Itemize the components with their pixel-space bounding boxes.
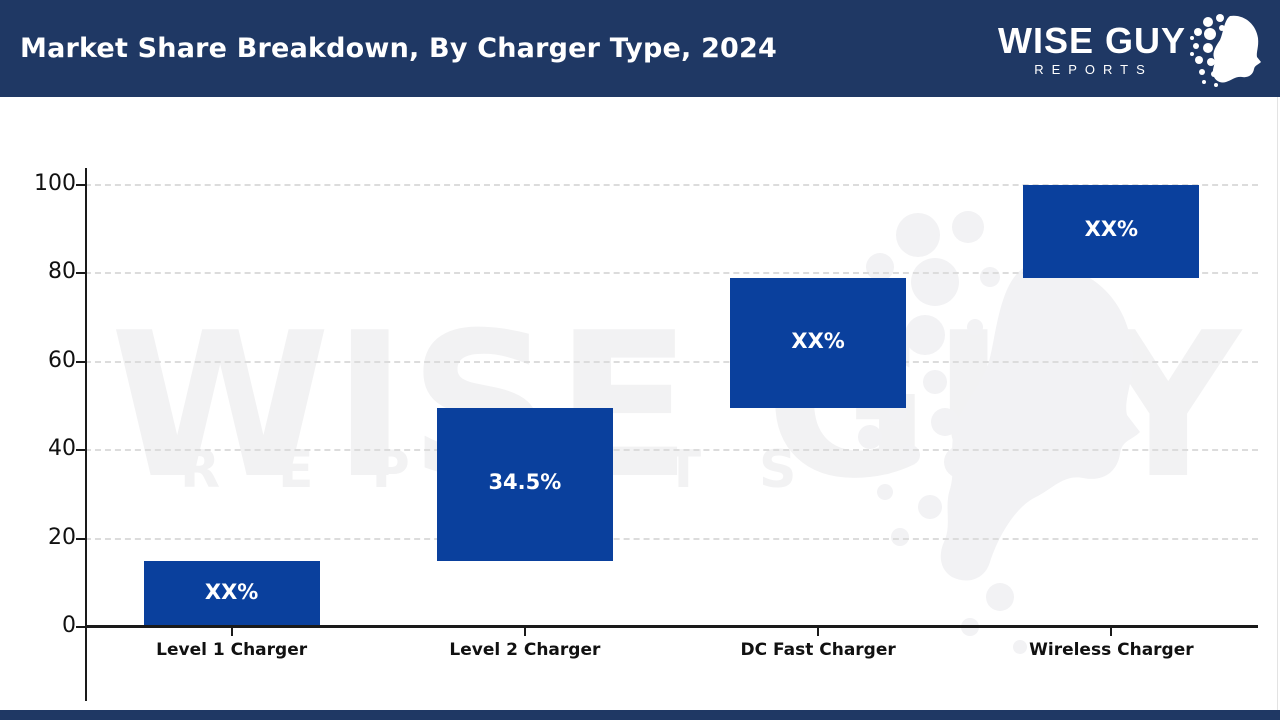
y-tick-label: 80	[48, 259, 76, 285]
bar-segment: XX%	[730, 277, 907, 409]
gridline-40	[85, 449, 1258, 452]
y-tick-label: 20	[48, 524, 76, 550]
y-axis-line	[85, 168, 87, 701]
y-tick-mark	[76, 449, 85, 452]
wise-guy-logo: WISE GUY REPORTS	[998, 8, 1266, 92]
category-label: DC Fast Charger	[740, 640, 896, 660]
logo-face-icon	[1190, 14, 1261, 87]
bar-value-label: XX%	[791, 329, 845, 353]
header-bar: Market Share Breakdown, By Charger Type,…	[0, 0, 1280, 97]
logo-subtitle: REPORTS	[1034, 62, 1153, 77]
footer-bar	[0, 710, 1280, 720]
x-tick-mark	[230, 628, 233, 636]
gridline-100	[85, 184, 1258, 186]
category-label: Level 2 Charger	[449, 640, 601, 660]
logo-wordmark: WISE GUY	[998, 20, 1187, 61]
y-tick-label: 100	[34, 171, 76, 196]
y-tick-mark	[76, 184, 85, 186]
x-tick-mark	[1110, 628, 1113, 636]
bar-value-label: XX%	[204, 579, 259, 604]
gridline-80	[85, 272, 1258, 275]
bar-value-label: XX%	[1084, 217, 1139, 242]
y-tick-mark	[76, 360, 85, 363]
bar-segment: XX%	[1023, 185, 1200, 278]
gridline-60	[85, 360, 1258, 363]
y-tick-label: 60	[48, 347, 76, 373]
bar-segment: 34.5%	[436, 408, 613, 561]
y-tick-mark	[76, 626, 85, 628]
y-tick-mark	[76, 537, 85, 540]
bar-value-label: 34.5%	[488, 470, 562, 495]
figure-right-edge	[1277, 97, 1278, 710]
category-label: Wireless Charger	[1029, 640, 1194, 660]
y-tick-mark	[76, 272, 85, 275]
x-axis-line	[85, 625, 1258, 628]
logo-text: WISE GUY REPORTS	[998, 20, 1187, 78]
x-tick-mark	[523, 628, 526, 636]
x-tick-mark	[817, 628, 820, 636]
bar-segment: XX%	[143, 560, 320, 627]
watermark-face-icon	[840, 211, 1140, 654]
gridline-20	[85, 537, 1258, 540]
y-tick-label: 40	[48, 436, 76, 462]
category-label: Level 1 Charger	[156, 640, 308, 660]
page-title: Market Share Breakdown, By Charger Type,…	[20, 33, 778, 64]
y-tick-label: 0	[62, 613, 76, 638]
